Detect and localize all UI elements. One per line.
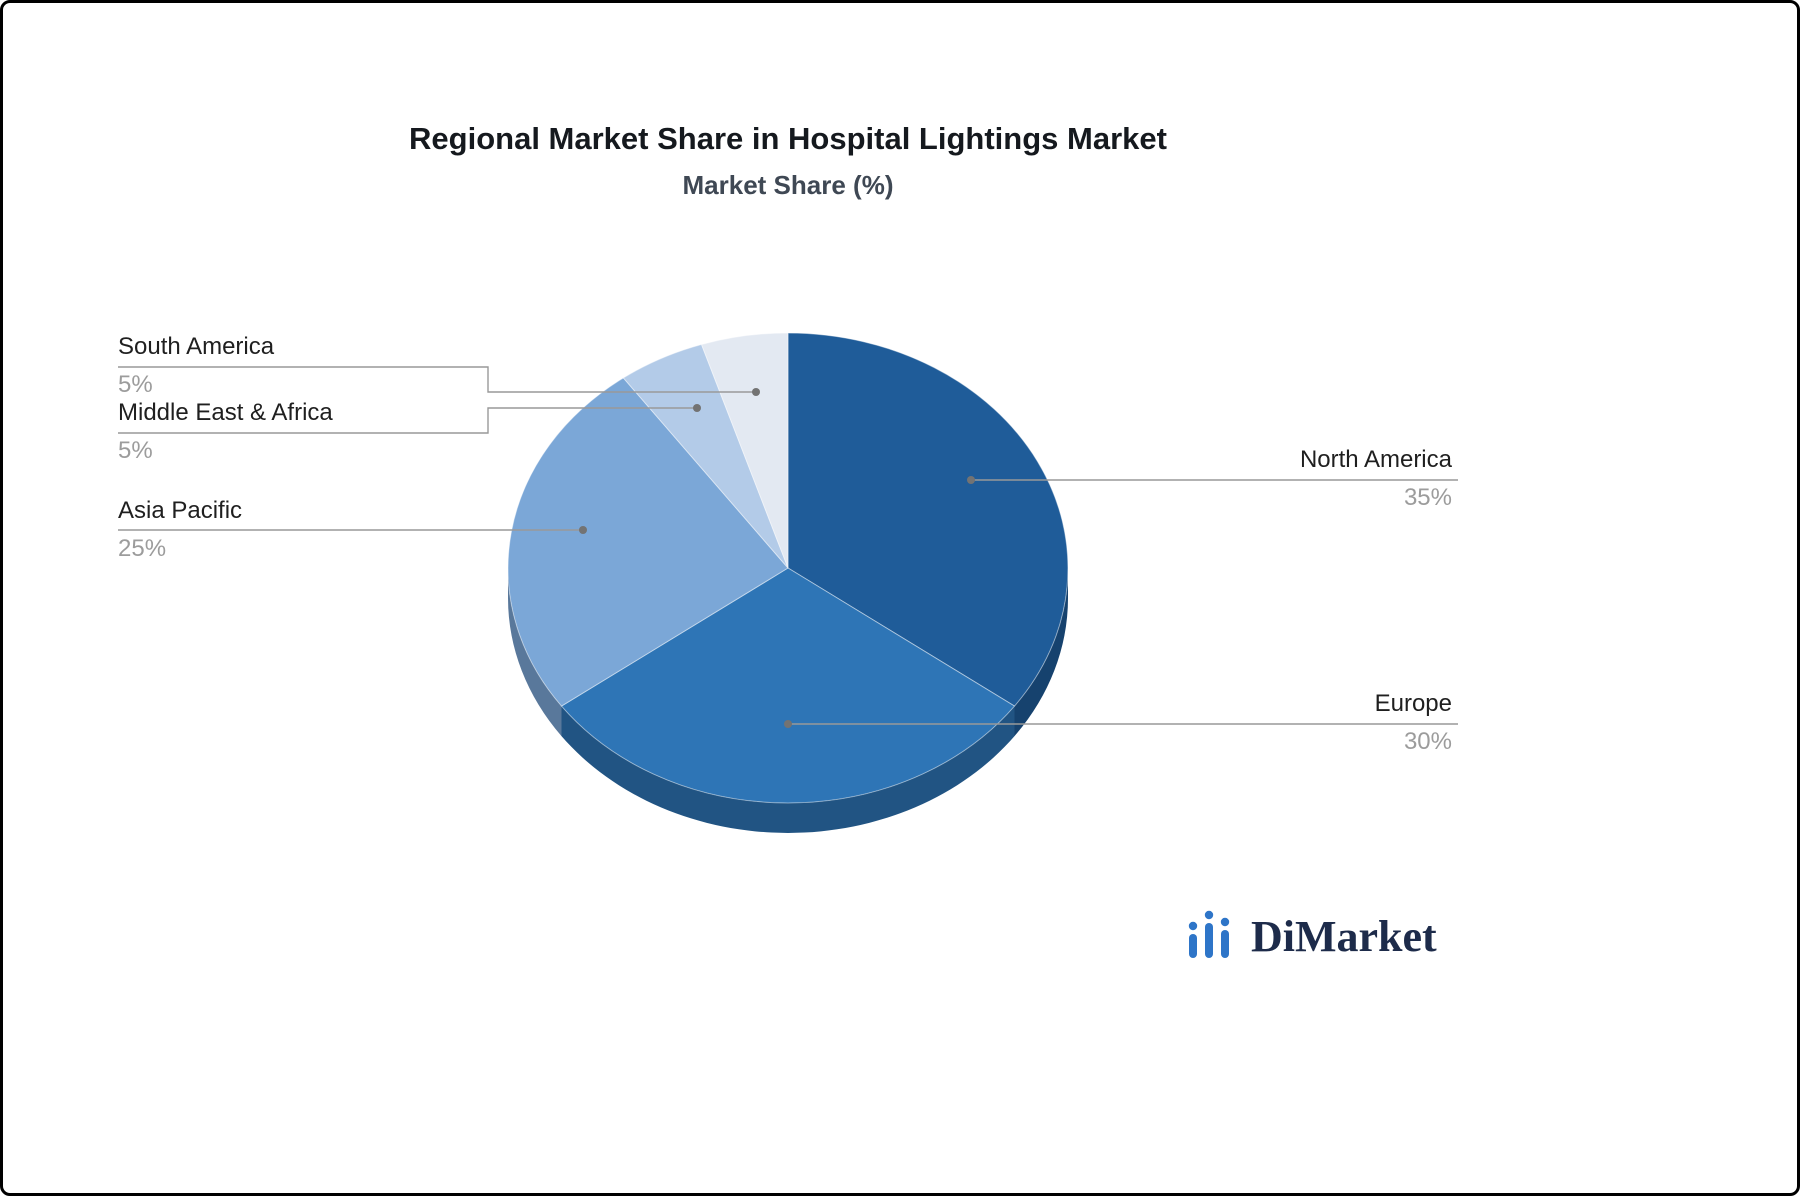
callout-asia-pacific: Asia Pacific 25%	[118, 498, 242, 562]
slice-label: South America	[118, 333, 275, 360]
callout-europe: Europe 30%	[1375, 691, 1452, 755]
chart-subtitle: Market Share (%)	[682, 170, 894, 200]
callout-south-america: South America 5%	[118, 334, 274, 398]
slice-label: Asia Pacific	[118, 497, 243, 524]
bar-chart-icon	[1188, 910, 1230, 958]
slice-label: North America	[1299, 446, 1452, 473]
slice-label: Europe	[1374, 690, 1452, 717]
pie-chart: Regional Market Share in Hospital Lighti…	[3, 3, 1797, 1193]
slice-label: Middle East & Africa	[118, 399, 333, 426]
slice-percentage: 5%	[118, 437, 153, 464]
slice-percentage: 30%	[1403, 728, 1452, 755]
slice-percentage: 35%	[1403, 484, 1452, 511]
chart-title: Regional Market Share in Hospital Lighti…	[409, 121, 1167, 156]
dimarket-logo: DiMarket	[1188, 903, 1437, 959]
logo-text: DiMarket	[1251, 912, 1437, 961]
callout-middle-east-africa: Middle East & Africa 5%	[118, 400, 333, 464]
slice-percentage: 5%	[118, 371, 153, 398]
slice-percentage: 25%	[118, 535, 167, 562]
callout-north-america: North America 35%	[1300, 447, 1452, 511]
pie-svg	[118, 332, 1458, 833]
